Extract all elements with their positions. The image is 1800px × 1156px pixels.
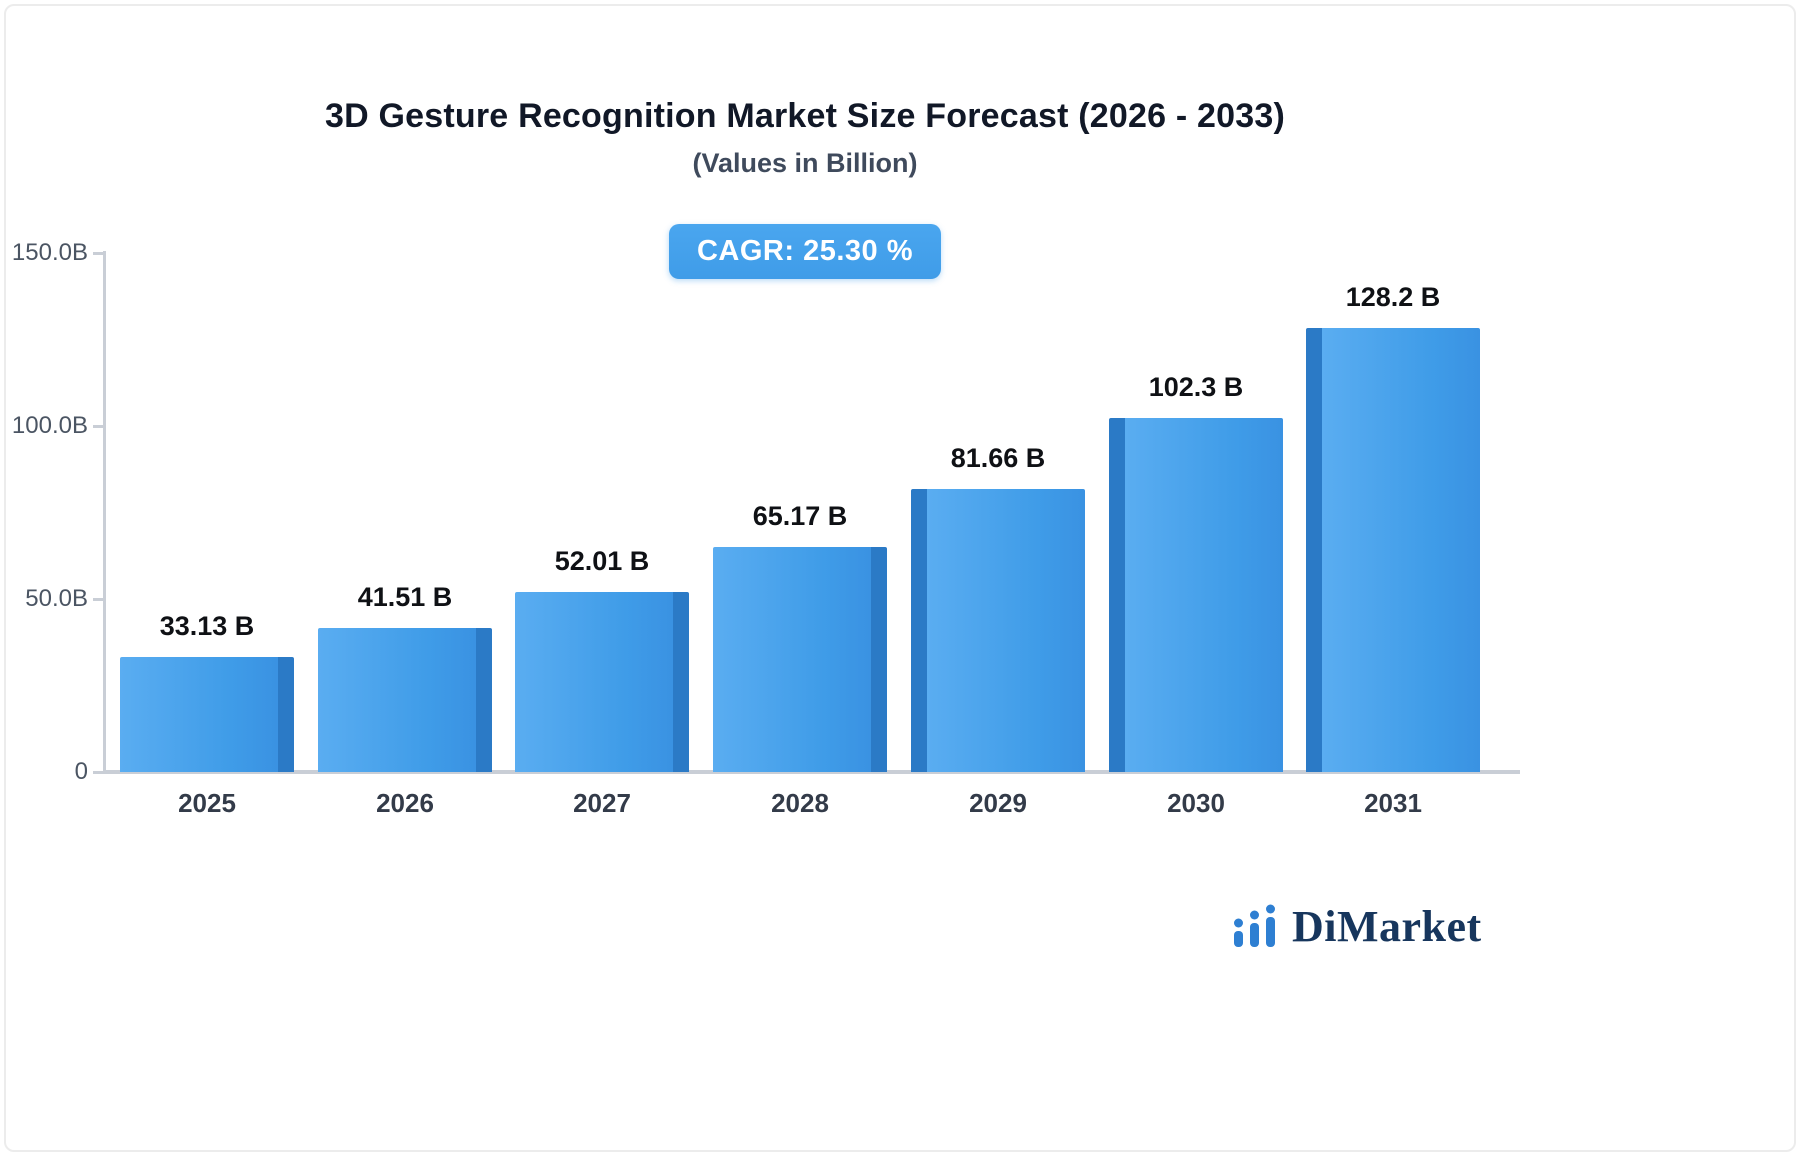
bar-2028[interactable] bbox=[713, 547, 887, 772]
x-axis-label: 2027 bbox=[573, 788, 631, 818]
bar-face bbox=[927, 489, 1085, 772]
bar-side-shadow bbox=[911, 489, 927, 772]
bar-face bbox=[713, 547, 871, 772]
y-tick-mark bbox=[93, 252, 105, 255]
bar-face bbox=[120, 657, 278, 772]
bar-value-label: 81.66 B bbox=[950, 443, 1046, 473]
bar-2030[interactable] bbox=[1109, 418, 1283, 772]
bar-2029[interactable] bbox=[911, 489, 1085, 772]
bar-side-shadow bbox=[278, 657, 294, 772]
bar-face bbox=[1322, 328, 1480, 772]
bar-value-label: 33.13 B bbox=[159, 611, 255, 641]
bar-side-shadow bbox=[476, 628, 492, 772]
brand-name: DiMarket bbox=[1292, 901, 1482, 951]
bar-face bbox=[318, 628, 476, 772]
bar-side-shadow bbox=[673, 592, 689, 772]
x-axis-label: 2030 bbox=[1167, 788, 1225, 818]
brand-logo: DiMarket bbox=[1228, 900, 1482, 952]
bar-value-label: 128.2 B bbox=[1345, 282, 1441, 312]
bar-face bbox=[1125, 418, 1283, 772]
x-axis-label: 2028 bbox=[771, 788, 829, 818]
bar-side-shadow bbox=[1109, 418, 1125, 772]
y-tick-mark bbox=[93, 771, 105, 774]
x-axis-label: 2031 bbox=[1364, 788, 1422, 818]
bar-value-label: 65.17 B bbox=[752, 501, 848, 531]
bar-2027[interactable] bbox=[515, 592, 689, 772]
y-tick-mark bbox=[93, 598, 105, 601]
cagr-badge: CAGR: 25.30 % bbox=[668, 224, 942, 279]
bar-2026[interactable] bbox=[318, 628, 492, 772]
y-tick-mark bbox=[93, 425, 105, 428]
bar-value-label: 41.51 B bbox=[357, 582, 453, 612]
bar-face bbox=[515, 592, 673, 772]
chart-title: 3D Gesture Recognition Market Size Forec… bbox=[325, 97, 1285, 135]
chart-subtitle: (Values in Billion) bbox=[692, 148, 918, 178]
y-tick-label: 0 bbox=[74, 758, 88, 785]
y-tick-label: 50.0B bbox=[25, 585, 88, 612]
bar-2031[interactable] bbox=[1306, 328, 1480, 772]
x-axis-label: 2025 bbox=[178, 788, 236, 818]
y-tick-label: 100.0B bbox=[11, 412, 88, 439]
y-axis-line bbox=[103, 251, 106, 774]
x-axis-label: 2026 bbox=[376, 788, 434, 818]
bar-value-label: 52.01 B bbox=[554, 546, 650, 576]
bar-side-shadow bbox=[871, 547, 887, 772]
bar-value-label: 102.3 B bbox=[1148, 372, 1244, 402]
bar-side-shadow bbox=[1306, 328, 1322, 772]
x-axis-label: 2029 bbox=[969, 788, 1027, 818]
dimarket-logo-icon bbox=[1234, 904, 1275, 947]
x-axis-line bbox=[105, 770, 1520, 774]
y-tick-label: 150.0B bbox=[11, 239, 88, 266]
bar-2025[interactable] bbox=[120, 657, 294, 772]
